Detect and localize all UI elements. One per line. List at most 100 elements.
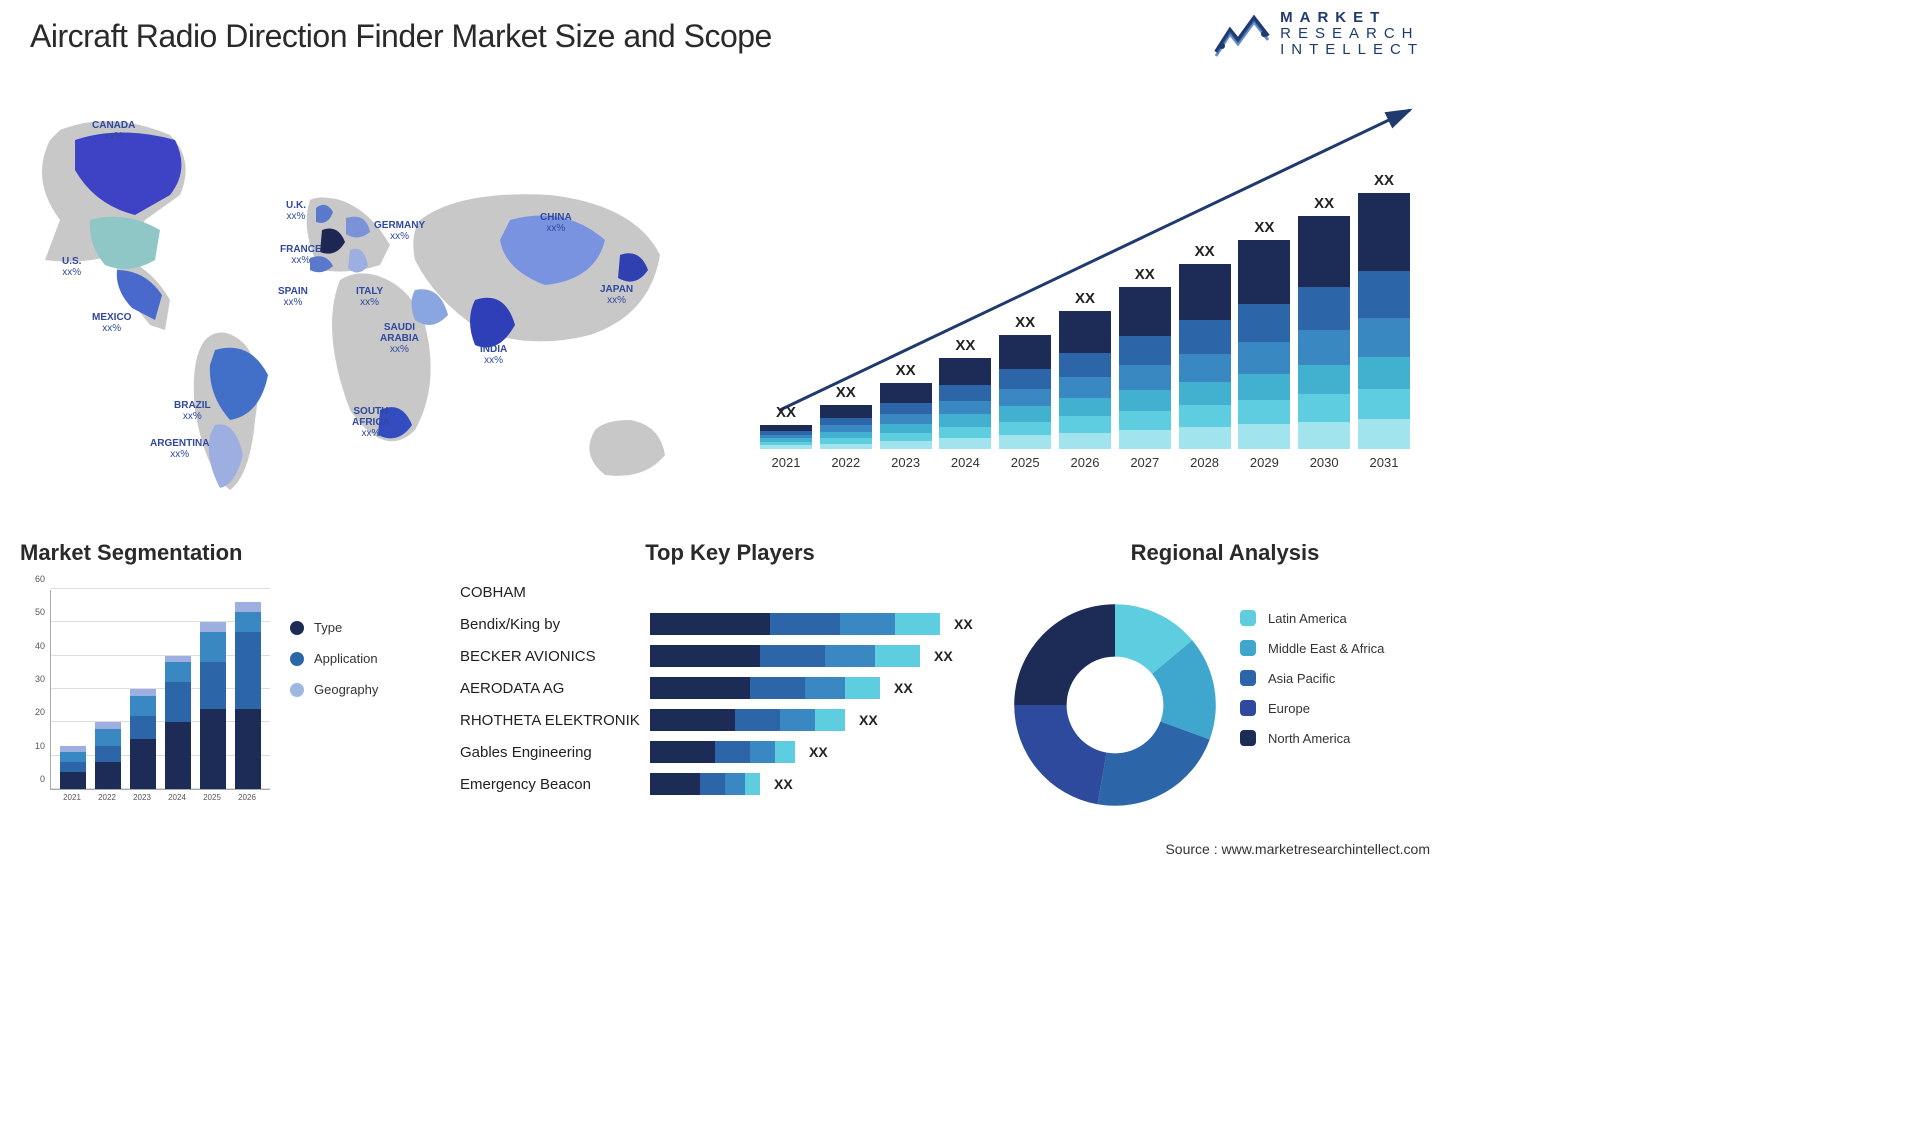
key-player-value: XX — [934, 648, 953, 664]
bar-segment — [880, 383, 932, 403]
map-label: SPAINxx% — [278, 286, 308, 308]
legend-item: Application — [290, 651, 378, 666]
key-player-row: COBHAM — [460, 576, 1000, 608]
bar-segment — [999, 369, 1051, 389]
key-player-name: Bendix/King by — [460, 616, 650, 633]
bar-value-label: XX — [1195, 243, 1215, 260]
key-player-bar — [650, 613, 940, 635]
bar-value-label: XX — [1015, 314, 1035, 331]
map-label: SAUDIARABIAxx% — [380, 322, 419, 355]
forecast-bar: XX2024 — [939, 337, 991, 470]
legend-swatch — [1240, 730, 1256, 746]
kp-bar-segment — [895, 613, 940, 635]
kp-bar-segment — [750, 741, 775, 763]
key-player-bar — [650, 677, 880, 699]
seg-year-label: 2026 — [234, 793, 260, 802]
kp-bar-segment — [650, 773, 700, 795]
y-tick-label: 60 — [35, 574, 45, 584]
bar-segment — [939, 438, 991, 449]
forecast-bar: XX 2026 — [1059, 290, 1111, 470]
kp-bar-segment — [745, 773, 760, 795]
legend-swatch — [290, 683, 304, 697]
bar-value-label: XX — [776, 404, 796, 421]
legend-swatch — [290, 621, 304, 635]
bar-segment — [1119, 390, 1171, 411]
legend-label: Middle East & Africa — [1268, 641, 1384, 656]
bar-segment — [1119, 365, 1171, 390]
bar-segment — [1179, 320, 1231, 354]
bar-year-label: 2031 — [1370, 455, 1399, 470]
seg-bar-segment — [130, 689, 156, 696]
bar-segment — [939, 414, 991, 427]
donut-slice — [1014, 705, 1106, 804]
map-label: U.S.xx% — [62, 256, 81, 278]
bar-segment — [820, 444, 872, 449]
legend-item: North America — [1240, 730, 1384, 746]
y-tick-label: 50 — [35, 607, 45, 617]
bar-segment — [820, 405, 872, 418]
key-player-row: Bendix/King byXX — [460, 608, 1000, 640]
segmentation-title: Market Segmentation — [20, 540, 450, 566]
seg-bar-segment — [235, 709, 261, 789]
donut-slice — [1097, 722, 1209, 806]
bar-year-label: 2026 — [1071, 455, 1100, 470]
bar-segment — [939, 385, 991, 400]
bar-segment — [1119, 336, 1171, 365]
legend-swatch — [1240, 670, 1256, 686]
y-tick-label: 20 — [35, 707, 45, 717]
logo-text-2: RESEARCH — [1280, 26, 1424, 42]
bar-value-label: XX — [1254, 219, 1274, 236]
segmentation-chart: 0102030405060202120222023202420252026 — [50, 590, 270, 790]
key-player-row: BECKER AVIONICSXX — [460, 640, 1000, 672]
bar-segment — [999, 389, 1051, 406]
bar-segment — [1238, 304, 1290, 342]
seg-bar-segment — [130, 739, 156, 789]
bar-segment — [880, 441, 932, 449]
bar-segment — [999, 406, 1051, 421]
logo-text-1: MARKET — [1280, 10, 1424, 26]
key-player-value: XX — [774, 776, 793, 792]
seg-bar — [235, 602, 261, 789]
bar-segment — [1358, 318, 1410, 357]
bar-segment — [1059, 353, 1111, 378]
kp-bar-segment — [845, 677, 880, 699]
map-label: GERMANYxx% — [374, 220, 425, 242]
seg-bar-segment — [60, 772, 86, 789]
kp-bar-segment — [815, 709, 845, 731]
kp-bar-segment — [650, 677, 750, 699]
key-players-rows: COBHAMBendix/King byXXBECKER AVIONICSXXA… — [460, 576, 1000, 800]
key-player-bar — [650, 773, 760, 795]
key-players-panel: Top Key Players COBHAMBendix/King byXXBE… — [460, 540, 1000, 820]
kp-bar-segment — [805, 677, 845, 699]
bar-value-label: XX — [1374, 172, 1394, 189]
kp-bar-segment — [775, 741, 795, 763]
kp-bar-segment — [650, 709, 735, 731]
bar-value-label: XX — [1075, 290, 1095, 307]
map-label: JAPANxx% — [600, 284, 633, 306]
key-player-row: AERODATA AGXX — [460, 672, 1000, 704]
bar-segment — [999, 422, 1051, 436]
seg-bar-segment — [200, 632, 226, 662]
seg-bar-segment — [200, 622, 226, 632]
bar-segment — [760, 445, 812, 449]
legend-label: Asia Pacific — [1268, 671, 1335, 686]
seg-bar-segment — [95, 729, 121, 746]
bar-value-label: XX — [836, 384, 856, 401]
kp-bar-segment — [750, 677, 805, 699]
seg-year-label: 2021 — [59, 793, 85, 802]
kp-bar-segment — [760, 645, 825, 667]
bar-segment — [1238, 424, 1290, 449]
legend-swatch — [1240, 700, 1256, 716]
seg-year-label: 2023 — [129, 793, 155, 802]
legend-label: North America — [1268, 731, 1350, 746]
legend-item: Geography — [290, 682, 378, 697]
bar-value-label: XX — [1314, 195, 1334, 212]
bar-segment — [1059, 398, 1111, 416]
bar-year-label: 2021 — [772, 455, 801, 470]
map-label: CANADAxx% — [92, 120, 135, 142]
key-player-value: XX — [894, 680, 913, 696]
bar-segment — [1119, 411, 1171, 430]
seg-bar-segment — [235, 632, 261, 709]
world-map: CANADAxx%U.S.xx%MEXICOxx%BRAZILxx%ARGENT… — [20, 100, 720, 500]
key-player-row: Emergency BeaconXX — [460, 768, 1000, 800]
